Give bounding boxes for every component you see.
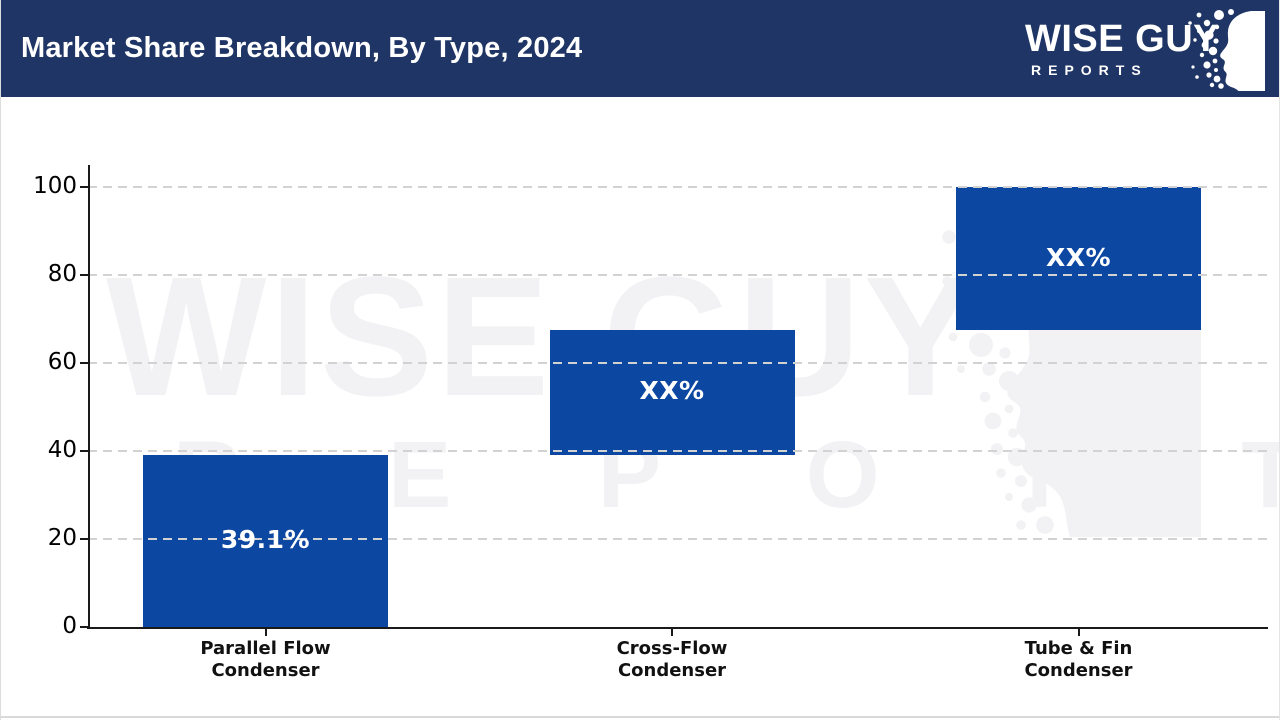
bar-segment [549,330,795,455]
category-label: Tube & Fin Condenser [1024,638,1133,681]
bar-value-label: XX% [1045,242,1112,272]
plot-area: 39.1% Parallel Flow Condenser XX% Cross-Flo… [1,97,1279,720]
y-tick-mark [80,186,88,188]
bar-segment [956,187,1201,330]
logo-wordmark: WISE GUY [1025,18,1219,60]
bar-value-label: XX% [639,376,705,406]
y-tick-label: 0 [62,613,77,639]
logo-face-icon [1188,8,1265,91]
y-tick-mark [80,450,88,452]
y-tick-label: 20 [47,525,77,551]
y-axis [88,165,90,629]
gridline-100 [88,186,1268,188]
gridline-40 [88,450,1268,452]
logo-subtext: REPORTS [1031,62,1148,78]
bar-value-label: 39.1% [220,524,311,554]
gridline-60 [88,362,1268,364]
bar-segment [143,454,388,627]
x-axis [87,627,1268,629]
y-tick-mark [80,538,88,540]
gridline-80 [88,274,1268,276]
y-tick-mark [80,626,88,628]
page-title: Market Share Breakdown, By Type, 2024 [21,32,583,64]
category-label: Cross-Flow Condenser [616,638,728,681]
y-tick-mark [80,362,88,364]
y-tick-mark [80,274,88,276]
x-tick-mark [1077,629,1080,636]
header-bar: Market Share Breakdown, By Type, 2024 WI… [1,0,1279,97]
y-tick-label: 100 [33,173,77,199]
x-tick-mark [671,629,673,636]
category-label: Parallel Flow Condenser [200,638,331,681]
y-tick-label: 60 [47,349,77,375]
x-tick-mark [264,629,267,636]
gridline-20 [88,538,1268,540]
bottom-border [1,716,1279,718]
wise-guy-reports-logo: WISE GUY REPORTS [1025,8,1265,91]
y-tick-label: 40 [47,437,77,463]
watermark-wordmark: WISE GUY [106,242,981,432]
y-tick-label: 80 [47,261,77,287]
